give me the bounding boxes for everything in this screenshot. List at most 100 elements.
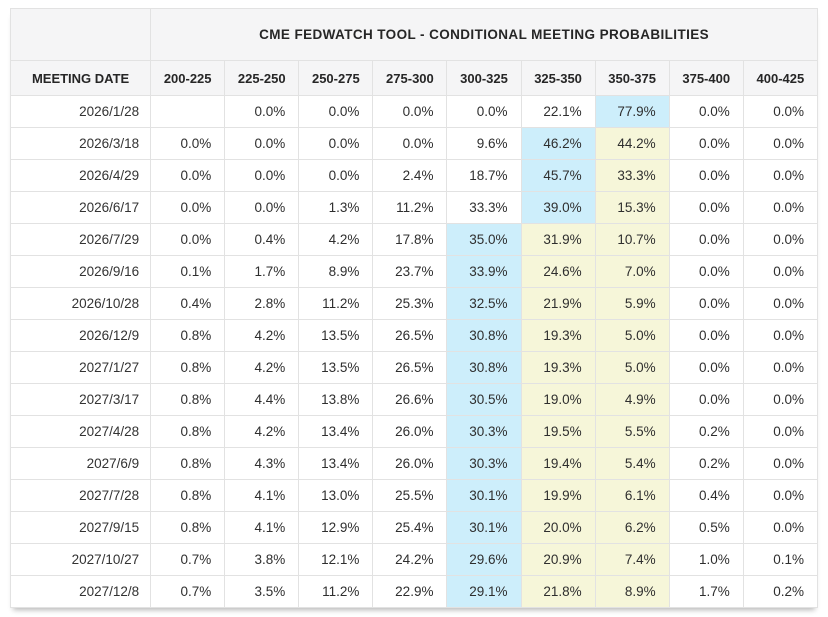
probability-cell: 46.2% <box>520 127 596 160</box>
probability-cell: 21.9% <box>520 287 596 320</box>
meeting-date-cell: 2026/7/29 <box>9 223 152 256</box>
probability-cell: 5.5% <box>594 415 670 448</box>
table-title: CME FEDWATCH TOOL - CONDITIONAL MEETING … <box>150 8 818 61</box>
probability-cell: 0.0% <box>742 479 819 512</box>
probability-cell: 25.5% <box>372 479 448 512</box>
probability-cell: 77.9% <box>594 95 670 128</box>
probability-cell: 5.0% <box>594 351 670 384</box>
table-row: 2026/12/9 0.8% 4.2% 13.5% 26.5% 30.8% 19.3% 5.0… <box>9 319 819 352</box>
probability-cell: 4.2% <box>224 351 300 384</box>
probability-cell: 4.2% <box>298 223 374 256</box>
table-row: 2027/3/17 0.8% 4.4% 13.8% 26.6% 30.5% 19.0% 4.9… <box>9 383 819 416</box>
meeting-date-column-header: MEETING DATE <box>9 60 152 96</box>
probability-cell: 30.5% <box>446 383 522 416</box>
probability-cell: 4.1% <box>224 511 300 544</box>
probability-cell: 0.0% <box>224 95 300 128</box>
probability-cell: 0.0% <box>224 191 300 224</box>
probability-cell: 0.0% <box>742 415 819 448</box>
rate-range-column-header: 350-375 <box>594 60 670 96</box>
table-row: 2026/10/28 0.4% 2.8% 11.2% 25.3% 32.5% 21.9% 5.… <box>9 287 819 320</box>
probability-cell: 8.9% <box>594 575 670 608</box>
table-title-row: CME FEDWATCH TOOL - CONDITIONAL MEETING … <box>9 8 818 61</box>
probability-cell: 19.9% <box>520 479 596 512</box>
meeting-date-cell: 2027/7/28 <box>9 479 152 512</box>
probability-cell: 13.0% <box>298 479 374 512</box>
meeting-date-cell: 2027/1/27 <box>9 351 152 384</box>
table-row: 2026/7/29 0.0% 0.4% 4.2% 17.8% 35.0% 31.9% 10.7… <box>9 223 819 256</box>
probability-cell: 10.7% <box>594 223 670 256</box>
probability-cell: 0.0% <box>742 511 819 544</box>
probability-cell: 6.2% <box>594 511 670 544</box>
probability-cell: 11.2% <box>298 287 374 320</box>
probability-cell: 4.2% <box>224 415 300 448</box>
probability-cell: 30.1% <box>446 511 522 544</box>
probability-cell: 0.1% <box>150 255 226 288</box>
probability-cell: 29.6% <box>446 543 522 576</box>
probability-cell: 0.0% <box>742 223 819 256</box>
probability-cell: 0.0% <box>742 287 819 320</box>
probability-cell: 1.0% <box>668 543 744 576</box>
probability-cell: 31.9% <box>520 223 596 256</box>
probability-cell: 0.0% <box>150 127 226 160</box>
probability-cell: 5.4% <box>594 447 670 480</box>
probability-cell: 20.9% <box>520 543 596 576</box>
probability-cell: 39.0% <box>520 191 596 224</box>
probability-cell: 0.0% <box>668 191 744 224</box>
probability-cell: 19.3% <box>520 351 596 384</box>
table-row: 2026/6/17 0.0% 0.0% 1.3% 11.2% 33.3% 39.0% 15.3… <box>9 191 819 224</box>
probability-cell: 0.0% <box>742 95 819 128</box>
probability-cell: 5.9% <box>594 287 670 320</box>
probability-cell: 13.4% <box>298 447 374 480</box>
probability-cell: 0.0% <box>668 223 744 256</box>
rate-range-column-header: 375-400 <box>668 60 744 96</box>
probability-cell: 0.0% <box>150 159 226 192</box>
meeting-date-cell: 2026/12/9 <box>9 319 152 352</box>
probability-cell: 0.0% <box>298 95 374 128</box>
table-row: 2026/4/29 0.0% 0.0% 0.0% 2.4% 18.7% 45.7% 33.3%… <box>9 159 819 192</box>
table-row: 2027/10/27 0.7% 3.8% 12.1% 24.2% 29.6% 20.9% 7.… <box>9 543 819 576</box>
probability-cell: 0.0% <box>742 127 819 160</box>
probability-cell: 0.0% <box>668 255 744 288</box>
probability-cell: 17.8% <box>372 223 448 256</box>
probability-cell: 30.3% <box>446 447 522 480</box>
probability-cell: 21.8% <box>520 575 596 608</box>
probability-cell: 0.0% <box>668 383 744 416</box>
probability-cell: 0.7% <box>150 543 226 576</box>
probability-cell: 0.2% <box>668 447 744 480</box>
probability-cell: 7.4% <box>594 543 670 576</box>
probability-cell: 45.7% <box>520 159 596 192</box>
probability-cell: 0.0% <box>742 255 819 288</box>
probability-cell: 4.9% <box>594 383 670 416</box>
probability-cell: 1.7% <box>224 255 300 288</box>
probability-cell: 19.4% <box>520 447 596 480</box>
probability-cell: 0.4% <box>224 223 300 256</box>
probability-cell: 0.8% <box>150 511 226 544</box>
probability-cell: 26.5% <box>372 319 448 352</box>
meeting-date-cell: 2026/4/29 <box>9 159 152 192</box>
probability-cell: 20.0% <box>520 511 596 544</box>
table-row: 2027/1/27 0.8% 4.2% 13.5% 26.5% 30.8% 19.3% 5.0… <box>9 351 819 384</box>
meeting-date-cell: 2026/3/18 <box>9 127 152 160</box>
probability-cell: 22.1% <box>520 95 596 128</box>
probability-cell: 32.5% <box>446 287 522 320</box>
probability-cell: 44.2% <box>594 127 670 160</box>
probability-cell: 0.7% <box>150 575 226 608</box>
meeting-date-cell: 2027/4/28 <box>9 415 152 448</box>
probability-cell: 9.6% <box>446 127 522 160</box>
table-row: 2027/7/28 0.8% 4.1% 13.0% 25.5% 30.1% 19.9% 6.1… <box>9 479 819 512</box>
probability-cell: 12.9% <box>298 511 374 544</box>
meeting-date-cell: 2027/6/9 <box>9 447 152 480</box>
table-row: 2026/9/16 0.1% 1.7% 8.9% 23.7% 33.9% 24.6% 7.0%… <box>9 255 819 288</box>
probability-cell: 0.1% <box>742 543 819 576</box>
rate-range-column-header: 200-225 <box>150 60 226 96</box>
rate-range-column-header: 300-325 <box>446 60 522 96</box>
probability-cell: 0.8% <box>150 415 226 448</box>
probability-cell: 1.3% <box>298 191 374 224</box>
probability-cell: 4.3% <box>224 447 300 480</box>
probability-cell: 3.8% <box>224 543 300 576</box>
probability-cell: 0.2% <box>668 415 744 448</box>
probability-cell: 30.3% <box>446 415 522 448</box>
probability-cell: 12.1% <box>298 543 374 576</box>
probability-cell: 0.0% <box>668 319 744 352</box>
probability-cell: 0.0% <box>372 127 448 160</box>
